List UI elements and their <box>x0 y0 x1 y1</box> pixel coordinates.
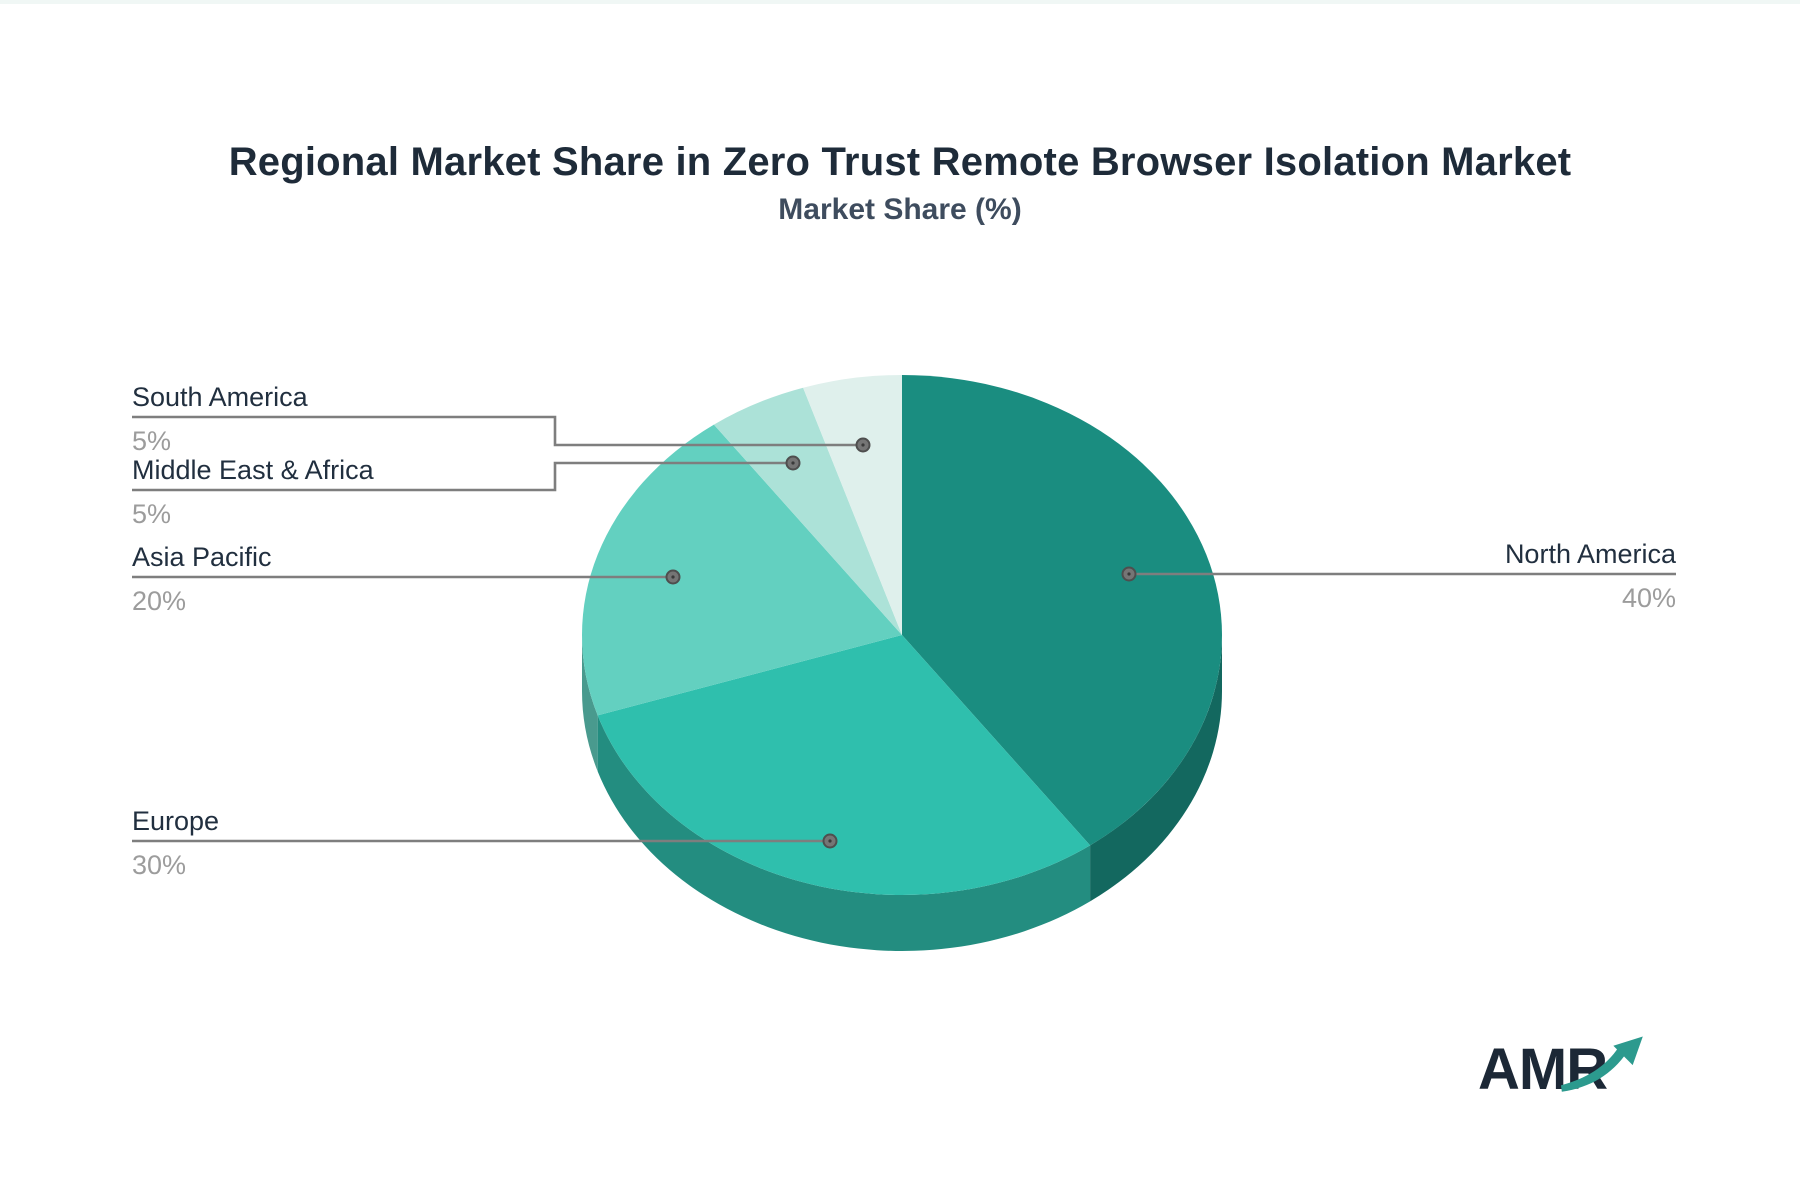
connector-line-south-america <box>132 415 863 447</box>
connector-dot-center-middle-east-africa <box>791 461 795 465</box>
label-middle-east-africa: Middle East & Africa <box>132 455 374 485</box>
pie-slice-south-america <box>803 375 902 635</box>
logo-growth-arrow-icon <box>1560 1036 1643 1092</box>
pie-slice-side-north-america <box>1090 635 1222 902</box>
value-south-america: 5% <box>132 426 172 456</box>
label-south-america: South America <box>132 382 308 412</box>
label-europe: Europe <box>132 806 220 836</box>
connector-dot-center-south-america <box>861 443 865 447</box>
label-asia-pacific: Asia Pacific <box>132 542 272 572</box>
connector-dot-center-europe <box>828 839 832 843</box>
connector-line-middle-east-africa <box>132 461 793 492</box>
connector-dot-center-asia-pacific <box>671 575 675 579</box>
value-middle-east-africa: 5% <box>132 499 172 529</box>
label-north-america: North America <box>1504 539 1676 569</box>
pie-slice-side-europe <box>597 715 1091 952</box>
connector-dot-center-north-america <box>1127 572 1131 576</box>
amr-logo: AMR <box>1478 1030 1658 1102</box>
amr-logo-text: AMR <box>1478 1037 1608 1102</box>
pie-slice-asia-pacific <box>582 424 902 716</box>
pie-slice-europe <box>597 635 1091 895</box>
top-border <box>0 0 1800 4</box>
chart-subtitle: Market Share (%) <box>778 193 1022 226</box>
value-asia-pacific: 20% <box>132 586 187 616</box>
value-europe: 30% <box>132 850 187 880</box>
value-north-america: 40% <box>1621 583 1676 613</box>
pie-slice-side-asia-pacific <box>582 635 598 772</box>
pie-slice-middle-east-africa <box>713 387 902 635</box>
pie-slice-north-america <box>902 375 1222 846</box>
chart-title: Regional Market Share in Zero Trust Remo… <box>228 140 1572 184</box>
